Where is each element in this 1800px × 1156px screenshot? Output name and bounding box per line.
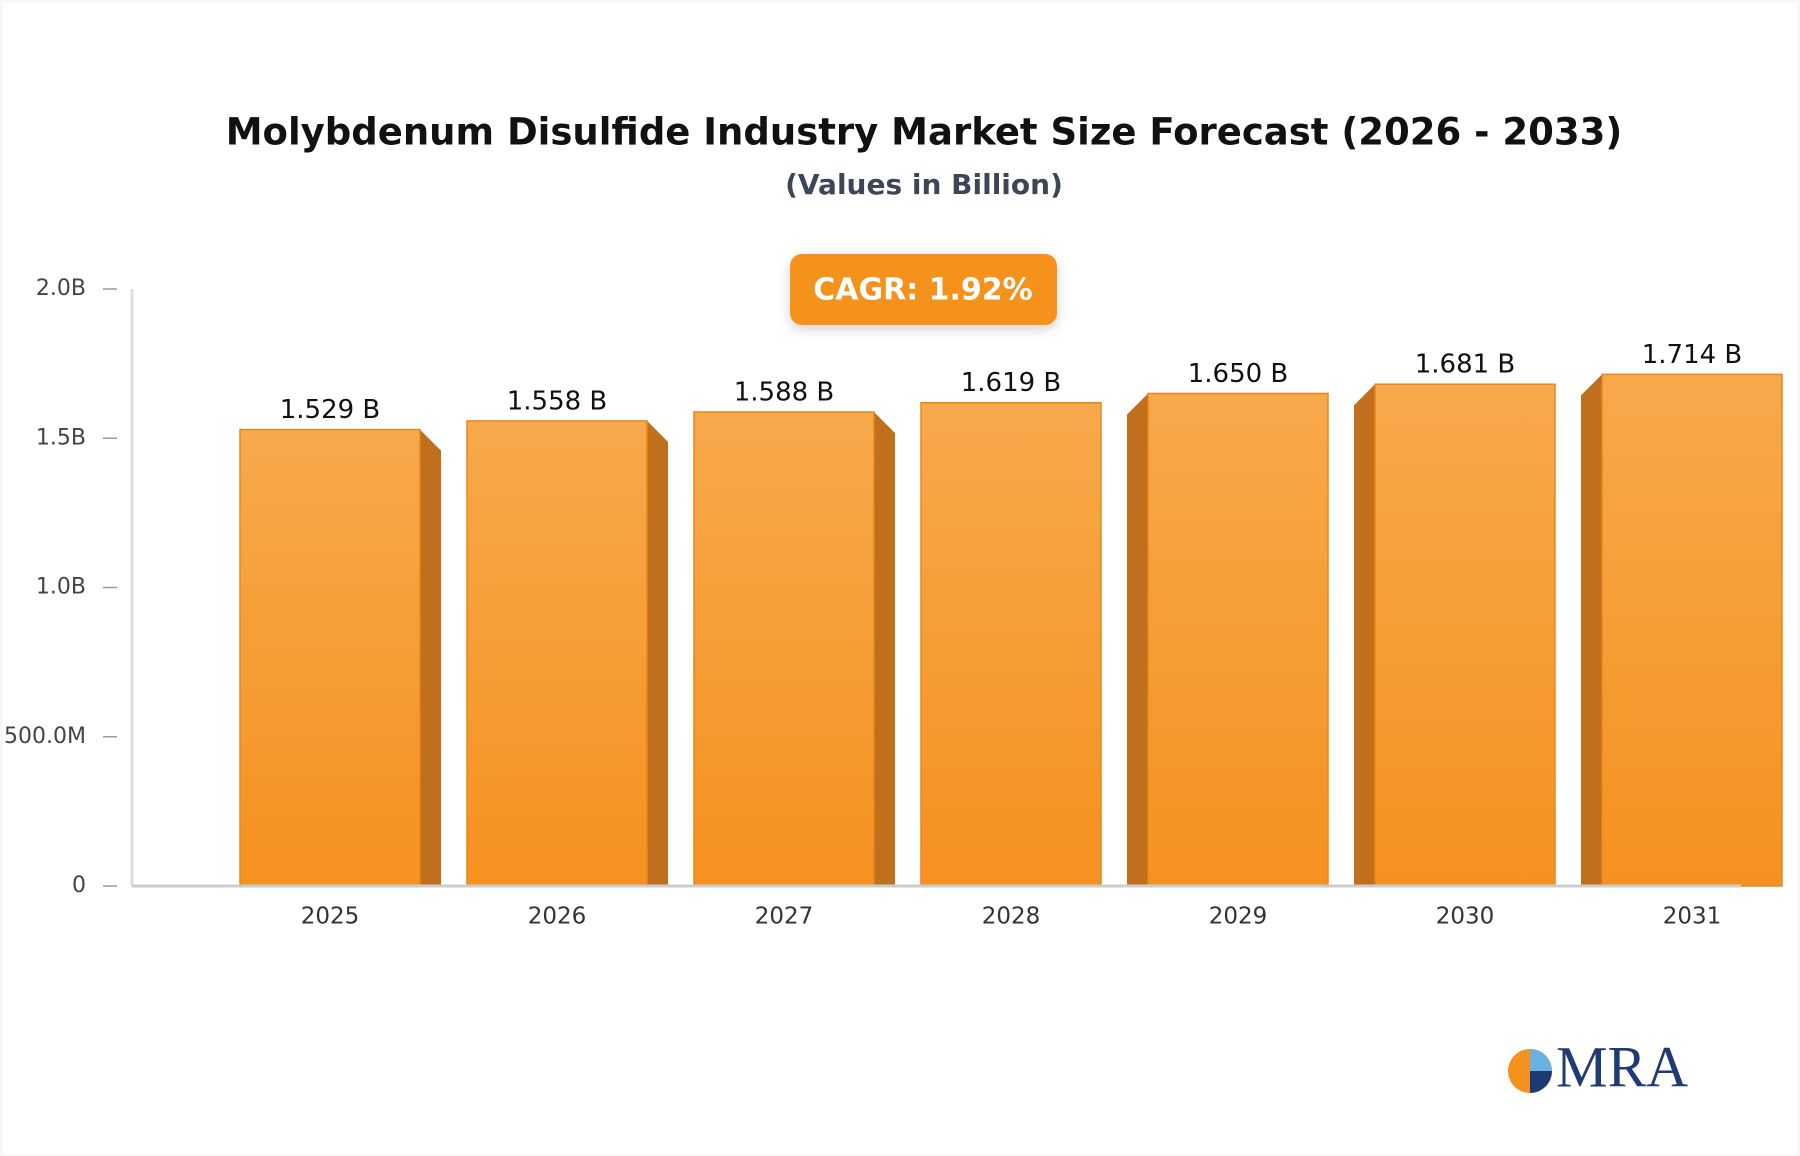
x-tick-label: 2028: [982, 904, 1041, 930]
bar: [1601, 373, 1783, 887]
plot: 0 500.0M 1.0B 1.5B 2.0B 1.529 B 2025 1.558 B 202…: [4, 276, 1783, 930]
y-tick-label: 1.5B: [36, 425, 86, 450]
y-tick-label: 0: [72, 873, 86, 898]
y-tick-label: 500.0M: [4, 724, 86, 749]
chart-title: Molybdenum Disulfide Industry Market Siz…: [226, 111, 1623, 154]
bar: [1147, 392, 1329, 887]
y-tick-label: 1.0B: [36, 575, 86, 600]
data-label: 1.529 B: [280, 395, 381, 425]
data-label: 1.588 B: [734, 377, 835, 407]
bar-side: [1354, 384, 1375, 886]
x-tick-label: 2027: [755, 904, 814, 930]
x-tick-label: 2026: [528, 904, 587, 930]
data-label: 1.619 B: [961, 368, 1062, 398]
bar-side: [874, 411, 895, 886]
bar-side: [420, 429, 441, 886]
x-tick-label: 2025: [301, 904, 360, 930]
cagr-badge: [790, 254, 1057, 325]
bar: [466, 420, 648, 887]
bar-side: [1127, 393, 1148, 886]
bar: [1374, 383, 1556, 887]
bar: [920, 401, 1102, 887]
bar-side: [1581, 374, 1602, 886]
data-label: 1.714 B: [1642, 340, 1743, 370]
x-tick-label: 2030: [1436, 904, 1495, 930]
logo-text: MRA: [1556, 1034, 1688, 1099]
y-tick-label: 2.0B: [36, 276, 86, 301]
cagr-text: CAGR: 1.92%: [813, 273, 1032, 308]
data-label: 1.650 B: [1188, 359, 1289, 389]
x-tick-label: 2031: [1663, 904, 1722, 930]
chart-subtitle: (Values in Billion): [785, 168, 1063, 201]
logo-icon-part: [1530, 1049, 1552, 1071]
x-tick-label: 2029: [1209, 904, 1268, 930]
data-label: 1.558 B: [507, 386, 608, 416]
logo-icon-part: [1530, 1071, 1552, 1093]
bar-side: [647, 420, 668, 886]
bar: [239, 428, 421, 887]
data-label: 1.681 B: [1415, 350, 1516, 380]
bar: [693, 411, 875, 887]
logo: MRA: [1508, 1034, 1688, 1099]
